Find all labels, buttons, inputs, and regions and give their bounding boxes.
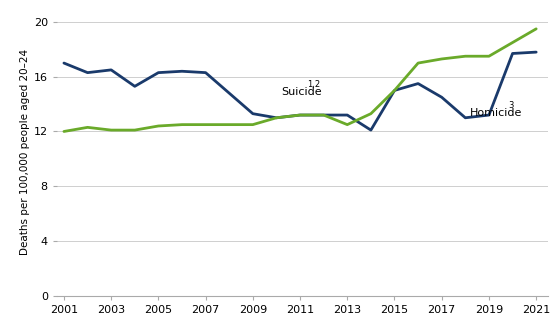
- Text: 1,2: 1,2: [307, 80, 320, 89]
- Text: Suicide: Suicide: [281, 87, 322, 97]
- Text: 3: 3: [508, 100, 513, 109]
- Y-axis label: Deaths per 100,000 people aged 20–24: Deaths per 100,000 people aged 20–24: [20, 49, 30, 255]
- Text: Homicide: Homicide: [470, 108, 522, 118]
